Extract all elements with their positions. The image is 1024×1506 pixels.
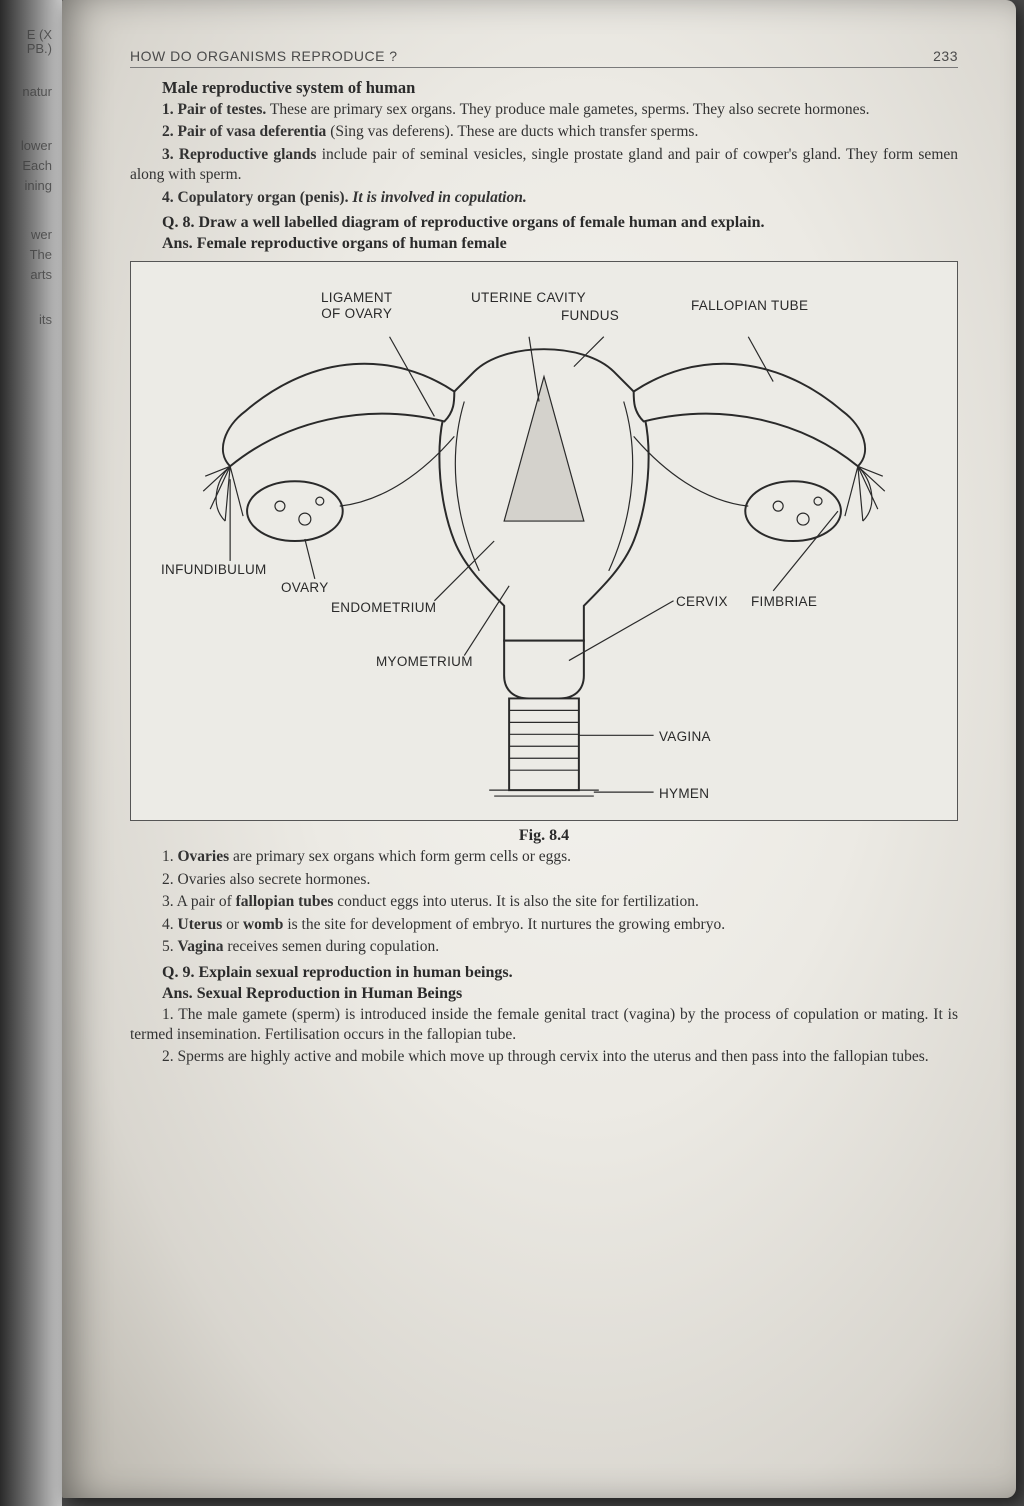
margin-frag: ining bbox=[2, 179, 58, 193]
label-hymen: HYMEN bbox=[659, 786, 709, 801]
lead: 4. Copulatory organ (penis). bbox=[162, 189, 348, 206]
label-ligament: LIGAMENT OF OVARY bbox=[321, 290, 392, 321]
label-infundibulum: INFUNDIBULUM bbox=[161, 562, 267, 577]
question-8: Q. 8. Draw a well labelled diagram of re… bbox=[130, 214, 958, 232]
page-number: 233 bbox=[933, 48, 958, 64]
chapter-title: HOW DO ORGANISMS REPRODUCE ? bbox=[130, 48, 398, 64]
female-point-1: 1. Ovaries are primary sex organs which … bbox=[130, 847, 958, 867]
label-cervix: CERVIX bbox=[676, 594, 728, 609]
label-fimbriae: FIMBRIAE bbox=[751, 594, 817, 609]
margin-frag: lower bbox=[2, 139, 58, 153]
margin-frag: Each bbox=[2, 159, 58, 173]
label-ovary: OVARY bbox=[281, 580, 329, 595]
label-fallopian: FALLOPIAN TUBE bbox=[691, 298, 808, 313]
male-point-4: 4. Copulatory organ (penis). It is invol… bbox=[130, 188, 958, 208]
female-point-2: 2. Ovaries also secrete hormones. bbox=[130, 870, 958, 890]
margin-frag: arts bbox=[2, 268, 58, 282]
textbook-page: HOW DO ORGANISMS REPRODUCE ? 233 Male re… bbox=[62, 0, 1016, 1498]
running-header: HOW DO ORGANISMS REPRODUCE ? 233 bbox=[130, 48, 958, 68]
lead: 1. Pair of testes. bbox=[162, 101, 266, 118]
label-vagina: VAGINA bbox=[659, 729, 711, 744]
question-9: Q. 9. Explain sexual reproduction in hum… bbox=[130, 964, 958, 982]
body: It is involved in copulation. bbox=[348, 189, 526, 206]
female-reproductive-diagram bbox=[131, 262, 957, 820]
margin-frag: natur bbox=[2, 85, 58, 99]
label-endometrium: ENDOMETRIUM bbox=[331, 600, 436, 615]
female-point-4: 4. Uterus or womb is the site for develo… bbox=[130, 915, 958, 935]
answer-9-heading: Ans. Sexual Reproduction in Human Beings bbox=[130, 985, 958, 1003]
ans-lead: Ans. bbox=[162, 235, 193, 252]
ans-body: Female reproductive organs of human fema… bbox=[193, 235, 507, 252]
margin-frag: wer bbox=[2, 228, 58, 242]
male-point-1: 1. Pair of testes. These are primary sex… bbox=[130, 100, 958, 120]
q9-point-2: 2. Sperms are highly active and mobile w… bbox=[130, 1047, 958, 1067]
female-point-3: 3. A pair of fallopian tubes conduct egg… bbox=[130, 892, 958, 912]
previous-page-fragments: E (X PB.) natur lower Each ining wer The… bbox=[2, 0, 58, 327]
section-heading-male: Male reproductive system of human bbox=[130, 78, 958, 98]
female-point-5: 5. Vagina receives semen during copulati… bbox=[130, 937, 958, 957]
male-point-2: 2. Pair of vasa deferentia (Sing vas def… bbox=[130, 122, 958, 142]
label-myometrium: MYOMETRIUM bbox=[376, 654, 473, 669]
figure-caption: Fig. 8.4 bbox=[130, 827, 958, 845]
male-point-3: 3. Reproductive glands include pair of s… bbox=[130, 145, 958, 186]
margin-frag: E (X PB.) bbox=[2, 28, 58, 57]
label-uterine-cavity: UTERINE CAVITY bbox=[471, 290, 586, 305]
body: These are primary sex organs. They produ… bbox=[266, 101, 869, 118]
body: (Sing vas deferens). These are ducts whi… bbox=[326, 123, 698, 140]
lead: 2. Pair of vasa deferentia bbox=[162, 123, 326, 140]
margin-frag: The bbox=[2, 248, 58, 262]
figure-8-4: LIGAMENT OF OVARY UTERINE CAVITY FUNDUS … bbox=[130, 261, 958, 821]
margin-frag: its bbox=[2, 313, 58, 327]
q9-point-1: 1. The male gamete (sperm) is introduced… bbox=[130, 1005, 958, 1046]
lead: 3. Reproductive glands bbox=[162, 146, 316, 163]
answer-8-heading: Ans. Female reproductive organs of human… bbox=[130, 235, 958, 253]
label-fundus: FUNDUS bbox=[561, 308, 619, 323]
